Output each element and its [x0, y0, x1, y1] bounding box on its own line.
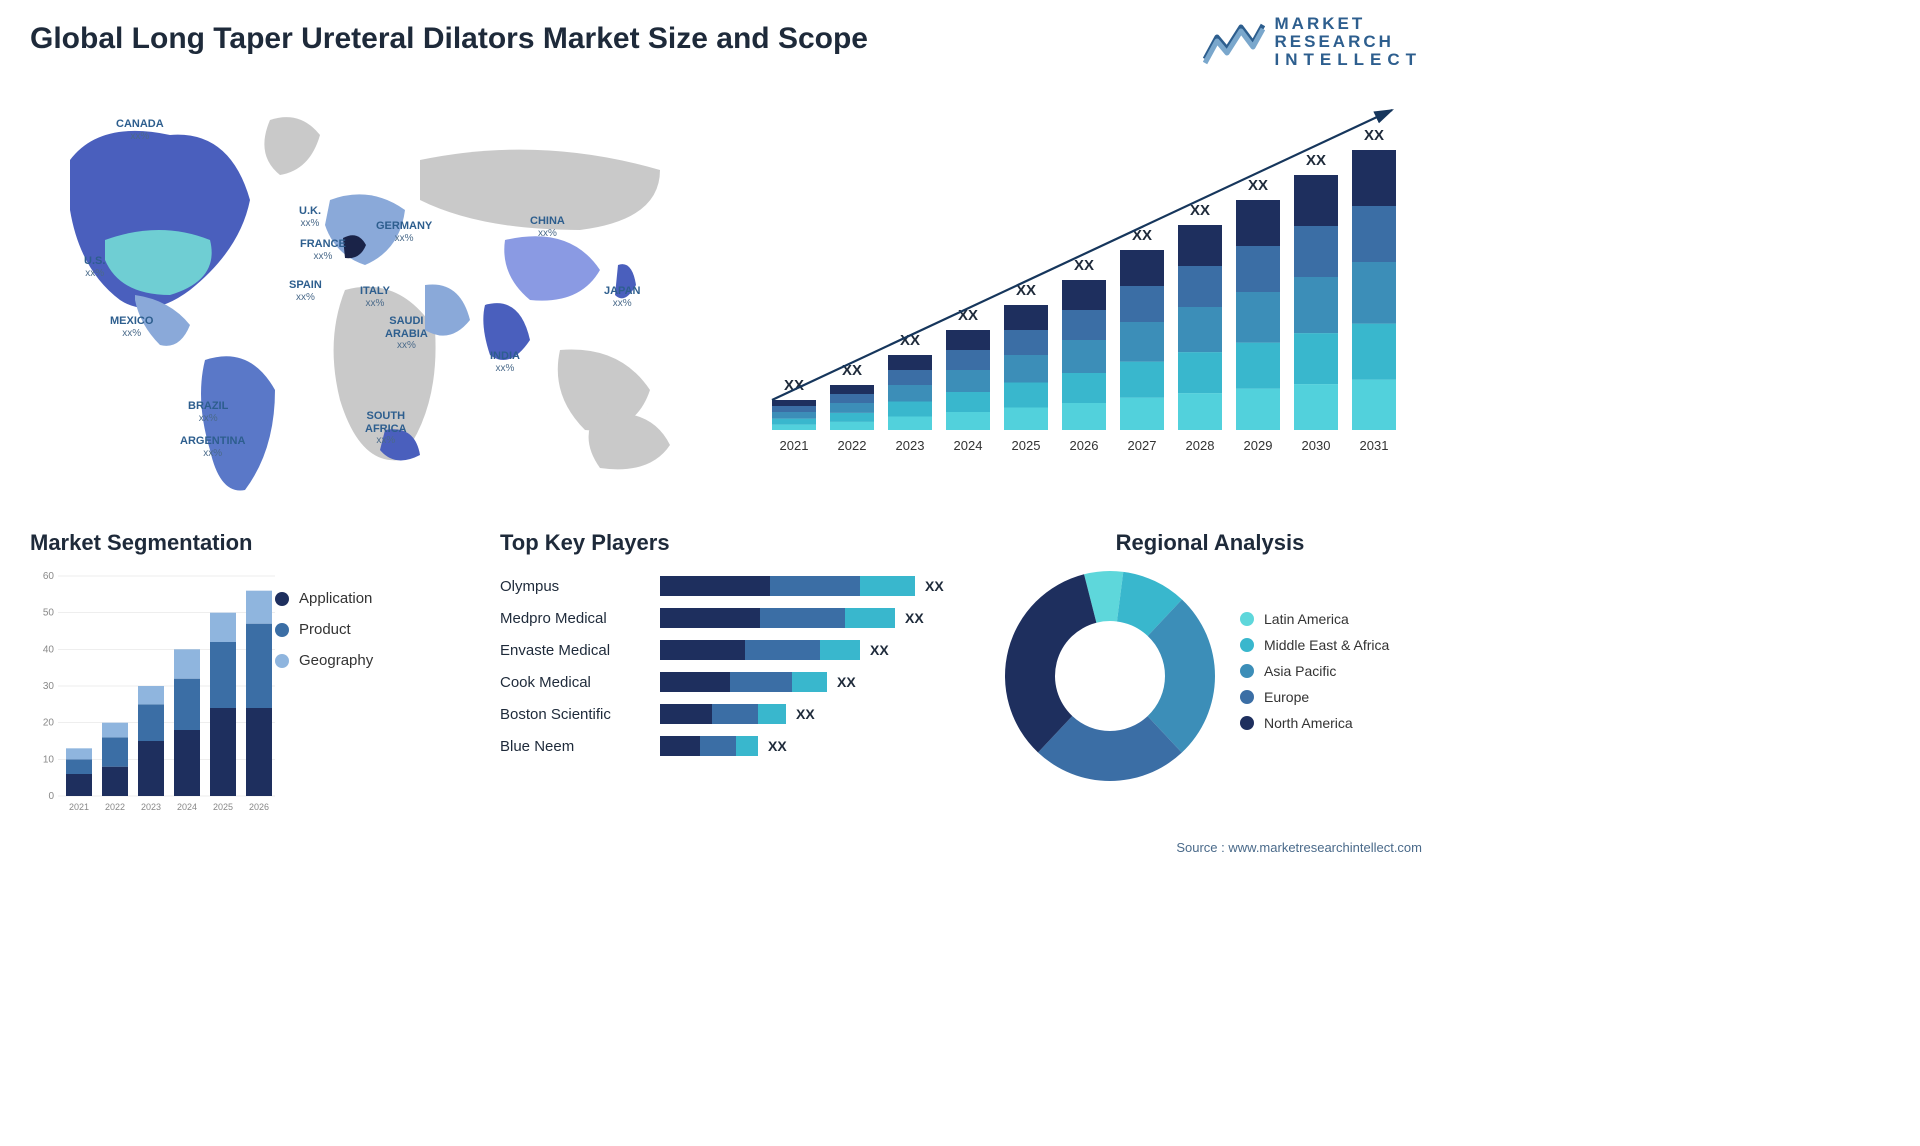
region-legend-item: Middle East & Africa — [1240, 637, 1389, 653]
map-label-mexico: MEXICOxx% — [110, 315, 153, 339]
map-label-safrica: SOUTHAFRICAxx% — [365, 410, 407, 447]
svg-text:2021: 2021 — [780, 438, 809, 453]
map-label-italy: ITALYxx% — [360, 285, 390, 309]
svg-text:2021: 2021 — [69, 802, 89, 812]
player-bar — [660, 736, 758, 756]
player-row: Envaste Medical XX — [500, 634, 960, 666]
region-legend-item: Europe — [1240, 689, 1389, 705]
svg-text:XX: XX — [842, 362, 862, 379]
player-value: XX — [905, 610, 924, 626]
market-growth-chart: XX 2021 XX 2022 XX 2023 XX 2024 XX 2025 XX 2026 XX 20… — [752, 90, 1412, 460]
svg-text:2022: 2022 — [838, 438, 867, 453]
svg-text:2024: 2024 — [954, 438, 983, 453]
logo-text-3: INTELLECT — [1275, 51, 1423, 69]
player-row: Olympus XX — [500, 570, 960, 602]
segmentation-chart: 0 10 20 30 40 50 60 2021 2022 2023 2024 2025 2026 — [30, 566, 280, 816]
logo-mark-icon — [1203, 19, 1265, 65]
player-name: Blue Neem — [500, 738, 660, 755]
regional-section: Regional Analysis Latin America Middle Ea… — [1000, 530, 1420, 786]
region-legend-item: Asia Pacific — [1240, 663, 1389, 679]
player-value: XX — [837, 674, 856, 690]
map-label-argentina: ARGENTINAxx% — [180, 435, 245, 459]
svg-text:2024: 2024 — [177, 802, 197, 812]
player-row: Cook Medical XX — [500, 666, 960, 698]
page-title: Global Long Taper Ureteral Dilators Mark… — [30, 22, 868, 56]
svg-text:2028: 2028 — [1186, 438, 1215, 453]
brand-logo: MARKET RESEARCH INTELLECT — [1203, 15, 1423, 69]
segmentation-legend: Application Product Geography — [275, 590, 373, 683]
svg-text:XX: XX — [1190, 202, 1210, 219]
player-row: Medpro Medical XX — [500, 602, 960, 634]
svg-text:2022: 2022 — [105, 802, 125, 812]
regional-legend: Latin America Middle East & Africa Asia Pa… — [1240, 611, 1389, 741]
map-label-saudi: SAUDIARABIAxx% — [385, 315, 428, 352]
segmentation-title: Market Segmentation — [30, 530, 460, 556]
svg-text:2023: 2023 — [896, 438, 925, 453]
map-label-uk: U.K.xx% — [299, 205, 321, 229]
map-label-canada: CANADAxx% — [116, 118, 164, 142]
player-name: Boston Scientific — [500, 706, 660, 723]
regional-title: Regional Analysis — [1000, 530, 1420, 556]
map-label-germany: GERMANYxx% — [376, 220, 432, 244]
seg-legend-geography: Geography — [275, 652, 373, 669]
svg-text:2023: 2023 — [141, 802, 161, 812]
svg-text:2031: 2031 — [1360, 438, 1389, 453]
player-value: XX — [768, 738, 787, 754]
svg-text:60: 60 — [43, 571, 55, 582]
seg-legend-application: Application — [275, 590, 373, 607]
region-legend-item: North America — [1240, 715, 1389, 731]
svg-text:XX: XX — [1248, 177, 1268, 194]
svg-text:XX: XX — [1364, 127, 1384, 144]
region-legend-item: Latin America — [1240, 611, 1389, 627]
svg-text:2025: 2025 — [1012, 438, 1041, 453]
svg-text:10: 10 — [43, 754, 55, 765]
player-row: Boston Scientific XX — [500, 698, 960, 730]
svg-text:2026: 2026 — [249, 802, 269, 812]
seg-legend-product: Product — [275, 621, 373, 638]
key-players-title: Top Key Players — [500, 530, 960, 556]
svg-text:40: 40 — [43, 644, 55, 655]
logo-text-1: MARKET — [1275, 15, 1423, 33]
svg-text:2027: 2027 — [1128, 438, 1157, 453]
map-label-japan: JAPANxx% — [604, 285, 640, 309]
player-value: XX — [870, 642, 889, 658]
player-name: Olympus — [500, 578, 660, 595]
map-label-spain: SPAINxx% — [289, 279, 322, 303]
regional-donut-chart — [1000, 566, 1220, 786]
map-label-france: FRANCExx% — [300, 238, 346, 262]
svg-text:2029: 2029 — [1244, 438, 1273, 453]
player-bar — [660, 672, 827, 692]
map-label-india: INDIAxx% — [490, 350, 520, 374]
svg-text:2026: 2026 — [1070, 438, 1099, 453]
player-value: XX — [796, 706, 815, 722]
source-attribution: Source : www.marketresearchintellect.com — [1176, 840, 1422, 855]
player-row: Blue Neem XX — [500, 730, 960, 762]
player-bar — [660, 576, 915, 596]
map-label-us: U.S.xx% — [84, 255, 105, 279]
player-value: XX — [925, 578, 944, 594]
svg-text:50: 50 — [43, 608, 55, 619]
player-bar — [660, 608, 895, 628]
player-name: Envaste Medical — [500, 642, 660, 659]
svg-text:XX: XX — [1074, 257, 1094, 274]
svg-text:XX: XX — [1306, 152, 1326, 169]
player-bar — [660, 640, 860, 660]
svg-text:30: 30 — [43, 681, 55, 692]
player-name: Cook Medical — [500, 674, 660, 691]
segmentation-section: Market Segmentation 0 10 20 30 40 50 60 2021 202… — [30, 530, 460, 816]
map-label-brazil: BRAZILxx% — [188, 400, 228, 424]
svg-text:XX: XX — [958, 307, 978, 324]
svg-text:0: 0 — [48, 791, 54, 802]
logo-text-2: RESEARCH — [1275, 33, 1423, 51]
world-map: CANADAxx% U.K.xx% GERMANYxx% FRANCExx% CHINA… — [40, 90, 700, 500]
player-name: Medpro Medical — [500, 610, 660, 627]
key-players-section: Top Key Players Olympus XX Medpro Medical X… — [500, 530, 960, 762]
svg-text:2030: 2030 — [1302, 438, 1331, 453]
player-bar — [660, 704, 786, 724]
map-label-china: CHINAxx% — [530, 215, 565, 239]
svg-text:2025: 2025 — [213, 802, 233, 812]
key-players-list: OlympusXXMedpro MedicalXXEnvaste Medical… — [500, 570, 960, 762]
svg-text:20: 20 — [43, 718, 55, 729]
